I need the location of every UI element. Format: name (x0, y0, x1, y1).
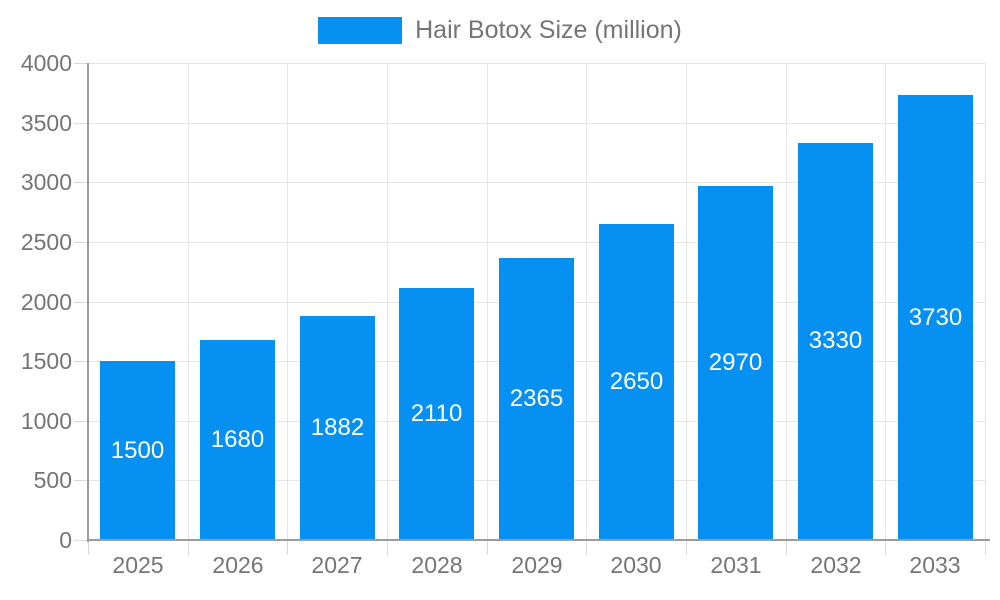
y-axis-tick-label: 4000 (20, 50, 72, 76)
y-axis-tick-label: 3500 (20, 110, 72, 136)
y-axis-tick-label: 2000 (20, 289, 72, 315)
x-axis-tick-label: 2033 (909, 552, 961, 578)
y-gridline (88, 182, 985, 183)
y-gridline (88, 123, 985, 124)
x-axis-tick-label: 2029 (511, 552, 563, 578)
y-tick (74, 540, 88, 541)
y-axis-tick-label: 2500 (20, 229, 72, 255)
x-tick (188, 540, 189, 555)
x-gridline (686, 63, 687, 540)
bar-value-label: 1882 (310, 413, 365, 441)
x-gridline (387, 63, 388, 540)
y-tick (74, 123, 88, 124)
x-gridline (287, 63, 288, 540)
y-tick (74, 361, 88, 362)
x-axis-tick-label: 2028 (411, 552, 463, 578)
y-tick (74, 63, 88, 64)
bar-value-label: 2650 (609, 367, 664, 395)
bar-value-label: 2970 (708, 348, 763, 376)
bar-value-label: 3330 (808, 327, 863, 355)
bar-value-label: 2110 (410, 400, 463, 428)
x-gridline (188, 63, 189, 540)
x-tick (985, 540, 986, 555)
y-tick (74, 302, 88, 303)
y-axis-tick-label: 3000 (20, 169, 72, 195)
bar-2032[interactable] (798, 142, 873, 540)
bar-2030[interactable] (599, 223, 674, 540)
x-axis-line (87, 539, 990, 541)
x-gridline (487, 63, 488, 540)
y-gridline (88, 242, 985, 243)
y-gridline (88, 63, 985, 64)
y-tick (74, 480, 88, 481)
x-gridline (885, 63, 886, 540)
y-tick (74, 242, 88, 243)
x-tick (686, 540, 687, 555)
x-gridline (985, 63, 986, 540)
bar-2025[interactable] (100, 361, 175, 540)
y-tick (74, 182, 88, 183)
legend[interactable]: Hair Botox Size (million) (0, 16, 1000, 45)
bar-value-label: 1500 (110, 436, 165, 464)
legend-swatch-icon (318, 17, 403, 44)
bar-value-label: 3730 (908, 303, 963, 331)
x-tick (487, 540, 488, 555)
bar-2028[interactable] (399, 288, 474, 540)
x-tick (586, 540, 587, 555)
bar-2031[interactable] (698, 185, 773, 540)
y-axis-tick-label: 0 (59, 527, 72, 553)
x-axis-tick-label: 2026 (212, 552, 264, 578)
y-axis-tick-label: 1000 (20, 408, 72, 434)
x-tick (287, 540, 288, 555)
x-tick (786, 540, 787, 555)
y-tick (74, 421, 88, 422)
y-axis-line (87, 63, 89, 542)
x-tick (387, 540, 388, 555)
x-tick (885, 540, 886, 555)
y-axis-tick-label: 1500 (20, 348, 72, 374)
y-axis-tick-label: 500 (33, 467, 72, 493)
bar-2033[interactable] (898, 95, 973, 540)
x-gridline (786, 63, 787, 540)
bar-value-label: 1680 (210, 425, 265, 453)
x-axis-tick-label: 2032 (810, 552, 862, 578)
x-gridline (586, 63, 587, 540)
x-axis-tick-label: 2030 (610, 552, 662, 578)
bar-2027[interactable] (300, 315, 375, 540)
bar-value-label: 2365 (509, 384, 564, 412)
x-axis-tick-label: 2027 (311, 552, 363, 578)
legend-label: Hair Botox Size (million) (415, 16, 682, 44)
x-axis-tick-label: 2025 (112, 552, 164, 578)
x-tick (88, 540, 89, 555)
bar-2029[interactable] (499, 257, 574, 540)
x-axis-tick-label: 2031 (710, 552, 762, 578)
bar-2026[interactable] (200, 339, 275, 540)
